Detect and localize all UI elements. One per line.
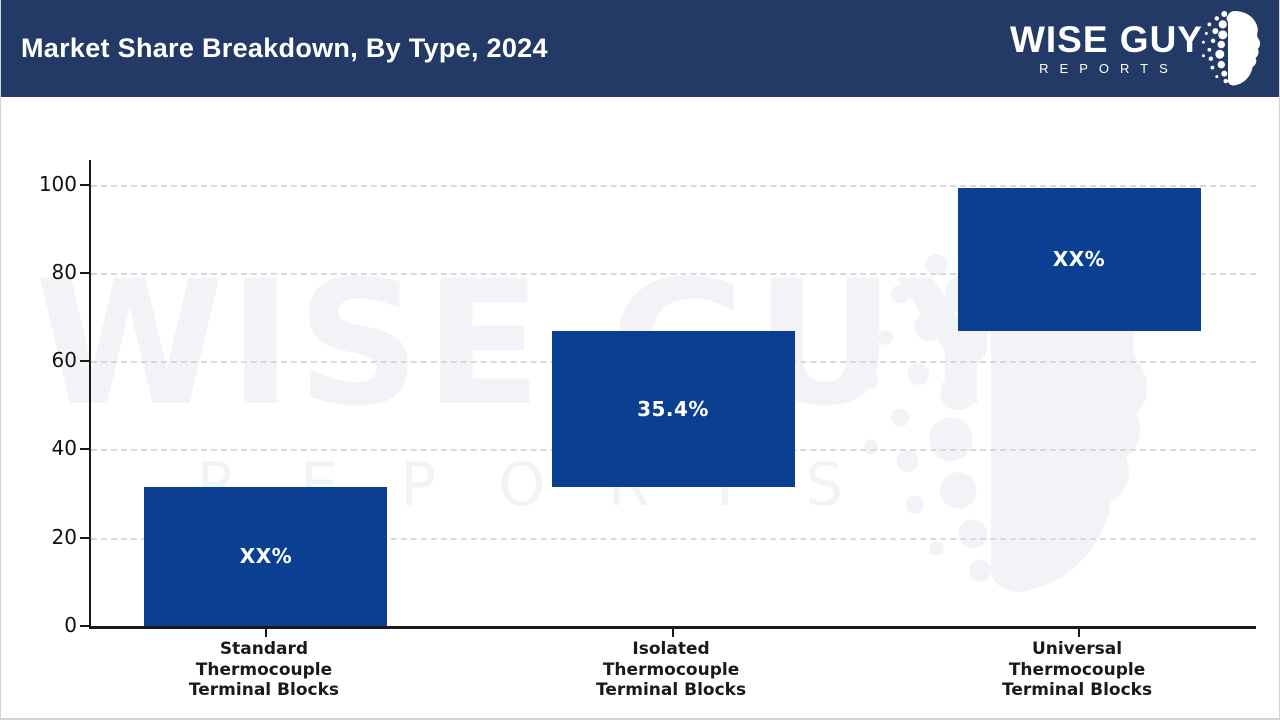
x-axis-label-line: Terminal Blocks <box>1001 680 1153 700</box>
page-title: Market Share Breakdown, By Type, 2024 <box>21 33 548 63</box>
bar-value-label: 35.4% <box>637 396 709 421</box>
x-tick-mark <box>672 629 675 637</box>
gridline <box>91 537 1256 540</box>
bar-value-label: XX% <box>1052 247 1106 272</box>
x-tick-mark <box>264 629 267 637</box>
logo-wordmark: WISE GUY <box>1009 19 1203 60</box>
y-tick-mark <box>80 360 89 363</box>
y-tick-mark <box>80 448 89 451</box>
x-axis-label-line: Standard <box>219 639 309 659</box>
logo-head-icon <box>1201 10 1261 86</box>
bar-value-label: XX% <box>239 544 293 569</box>
bar-segment: 35.4% <box>551 330 795 487</box>
x-axis-label-line: Universal <box>1031 639 1123 659</box>
y-axis-labels: 0 20 40 60 80 100 <box>1 160 77 637</box>
x-axis-label-line: Isolated <box>632 639 710 659</box>
y-tick-label: 40 <box>51 436 77 461</box>
logo: WISE GUY REPORTS <box>1010 5 1269 93</box>
x-axis-label: Isolated Thermocouple Terminal Blocks <box>596 639 746 701</box>
y-tick-mark <box>80 625 89 627</box>
x-axis-labels: Standard Thermocouple Terminal Blocks Isola… <box>89 639 1254 709</box>
logo-subtext: REPORTS <box>1039 61 1179 76</box>
y-tick-label: 60 <box>51 348 77 373</box>
x-axis-label-line: Thermocouple <box>1008 659 1146 680</box>
y-tick-label: 0 <box>64 613 77 638</box>
y-tick-label: 20 <box>51 524 77 549</box>
y-tick-label: 80 <box>51 260 77 285</box>
x-axis-label-line: Thermocouple <box>195 659 333 680</box>
logo-text: WISE GUY REPORTS <box>1010 21 1203 76</box>
y-tick-mark <box>80 536 89 539</box>
x-axis-label-line: Thermocouple <box>602 659 740 680</box>
x-axis-label-line: Terminal Blocks <box>188 680 340 700</box>
x-axis-label: Standard Thermocouple Terminal Blocks <box>189 639 339 701</box>
x-tick-mark <box>1078 629 1081 637</box>
y-tick-label: 100 <box>38 171 77 196</box>
y-tick-mark <box>80 271 89 274</box>
x-axis-label: Universal Thermocouple Terminal Blocks <box>1002 639 1152 701</box>
gridline <box>91 184 1256 187</box>
x-axis-label-line: Terminal Blocks <box>595 680 747 700</box>
gridline <box>91 272 1256 275</box>
bar-segment: XX% <box>957 187 1201 331</box>
header: Market Share Breakdown, By Type, 2024 WI… <box>1 0 1279 97</box>
plot-area: XX% 35.4% XX% <box>80 160 1256 637</box>
bar-segment: XX% <box>144 486 388 626</box>
y-tick-mark <box>80 183 89 186</box>
